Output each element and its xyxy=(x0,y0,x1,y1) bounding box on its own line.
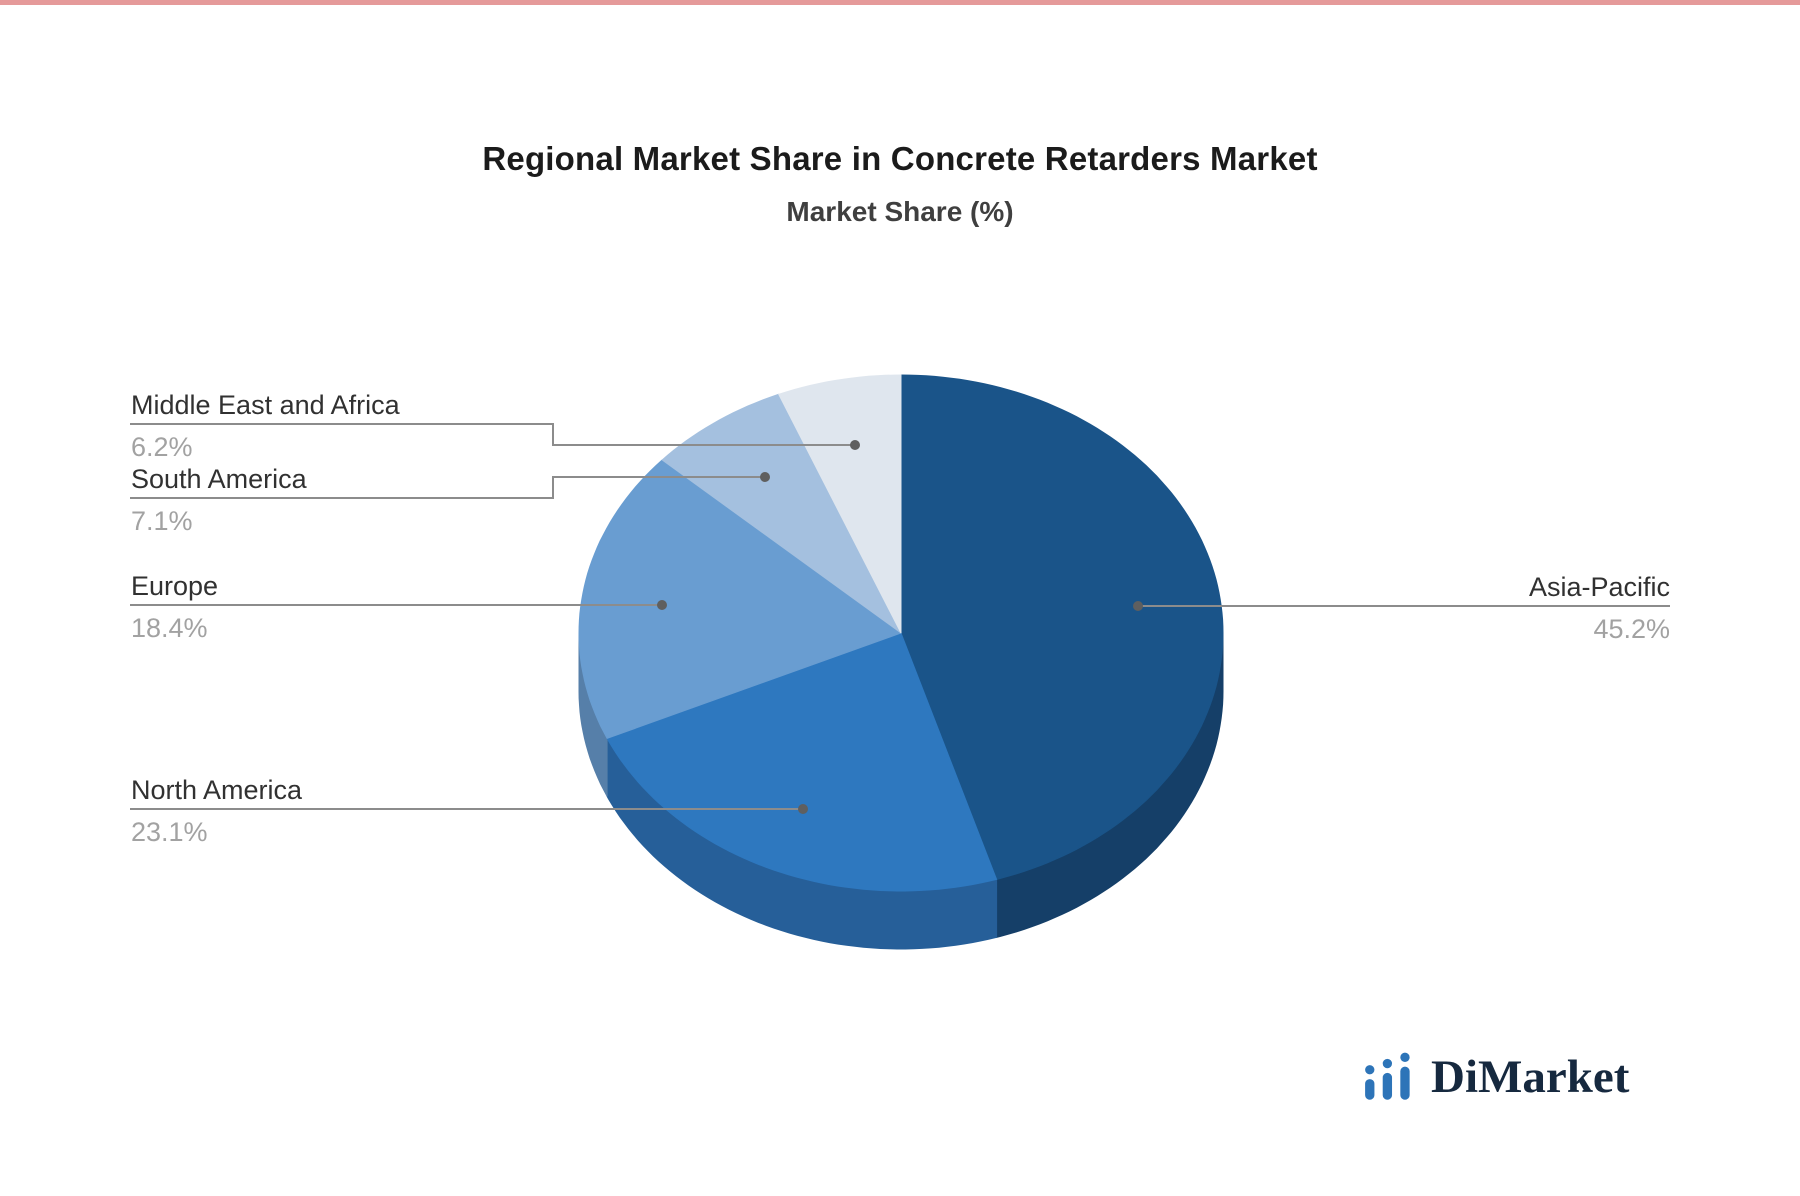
pie-slice-middle-east-and-africa[interactable] xyxy=(777,374,902,634)
slice-label-south-america: South America xyxy=(131,464,307,494)
slice-value-north-america: 23.1% xyxy=(131,817,208,847)
leader-dot-middle-east-and-africa xyxy=(850,440,860,450)
slice-label-asia-pacific: Asia-Pacific xyxy=(1528,572,1670,602)
leader-line-south-america xyxy=(130,476,765,499)
chart-title: Regional Market Share in Concrete Retard… xyxy=(482,140,1318,177)
chart-subtitle: Market Share (%) xyxy=(786,196,1014,227)
logo-dot xyxy=(1365,1065,1375,1075)
logo-bar xyxy=(1382,1072,1393,1100)
leader-dot-europe xyxy=(657,600,667,610)
pie-slice-north-america[interactable] xyxy=(606,632,998,892)
pie-slice-asia-pacific[interactable] xyxy=(900,374,1224,880)
leader-dot-asia-pacific xyxy=(1133,601,1143,611)
leader-dot-north-america xyxy=(798,804,808,814)
slice-value-europe: 18.4% xyxy=(131,613,208,643)
slice-label-north-america: North America xyxy=(131,775,303,805)
logo-text: DiMarket xyxy=(1431,1050,1630,1103)
leader-line-middle-east-and-africa xyxy=(130,423,855,446)
slice-label-europe: Europe xyxy=(131,571,219,601)
logo-bar xyxy=(1400,1066,1410,1100)
top-accent-bar xyxy=(0,0,1800,5)
logo-bar xyxy=(1365,1079,1375,1100)
dimarket-logo: DiMarket xyxy=(1362,1048,1629,1106)
leader-dot-south-america xyxy=(760,472,770,482)
pie-slice-south-america[interactable] xyxy=(661,393,902,634)
slice-value-middle-east-and-africa: 6.2% xyxy=(131,432,193,462)
logo-dot xyxy=(1382,1058,1393,1069)
slice-value-south-america: 7.1% xyxy=(131,506,193,536)
slice-value-asia-pacific: 45.2% xyxy=(1593,614,1670,644)
logo-dot xyxy=(1400,1052,1410,1062)
slice-label-middle-east-and-africa: Middle East and Africa xyxy=(131,390,400,420)
bar-chart-logo-icon xyxy=(1365,1052,1410,1100)
pie-slice-europe[interactable] xyxy=(578,459,903,740)
